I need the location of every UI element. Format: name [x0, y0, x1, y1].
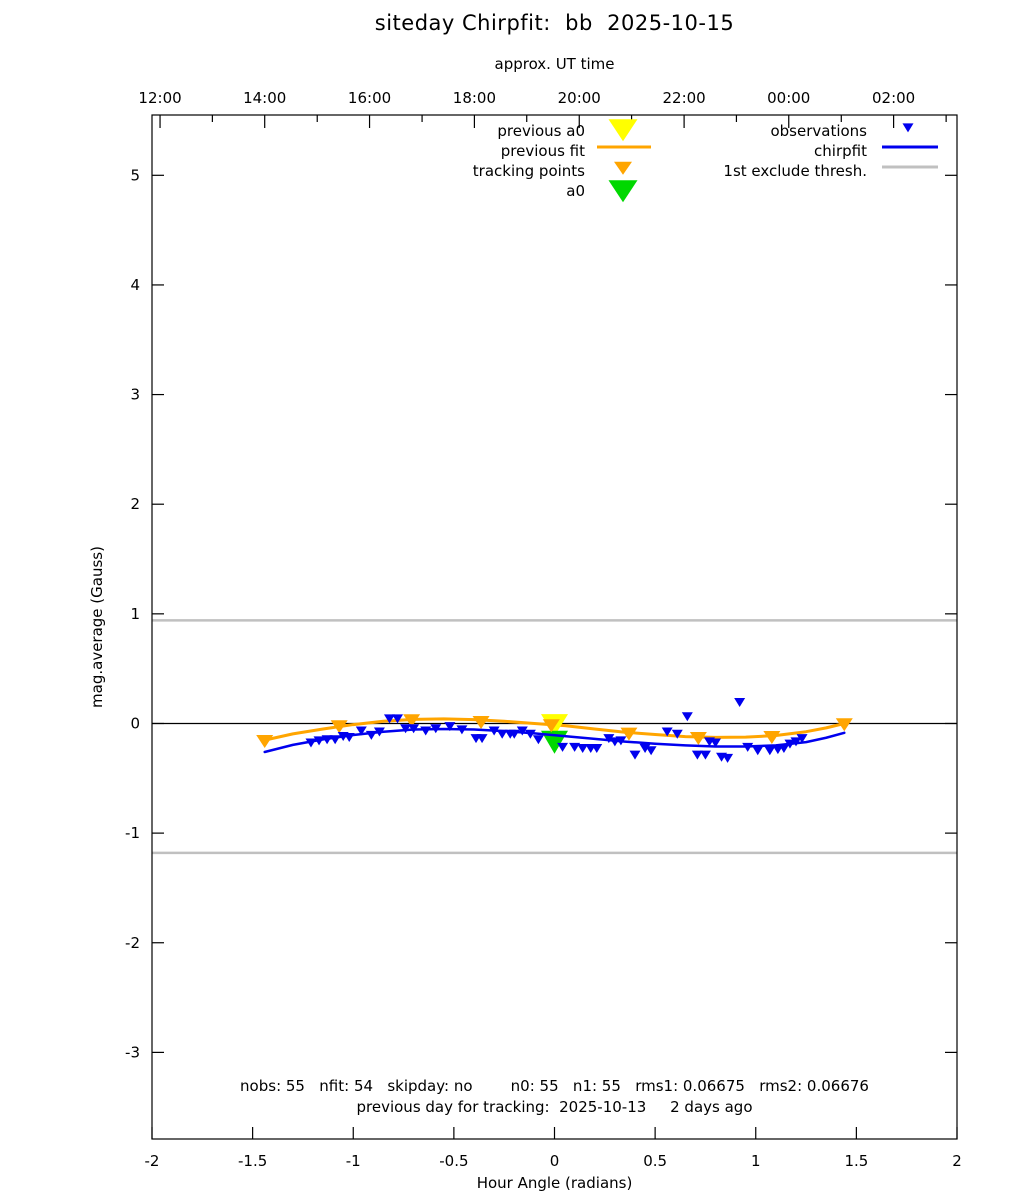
legend-triangle-big-swatch — [608, 180, 638, 203]
observation-marker — [400, 724, 412, 734]
observation-marker — [516, 726, 528, 736]
legend-label-chirpfit: chirpfit — [814, 142, 867, 160]
observation-marker — [722, 753, 734, 763]
observation-marker — [603, 734, 615, 744]
x-tick-label: 2 — [952, 1152, 962, 1170]
observation-marker — [591, 743, 603, 753]
observation-marker — [569, 742, 581, 752]
observation-marker — [778, 743, 790, 753]
x-tick-label: 0 — [550, 1152, 560, 1170]
x-axis-label: Hour Angle (radians) — [476, 1174, 633, 1192]
tracking-point-marker — [689, 731, 707, 745]
x-tick-label: -0.5 — [439, 1152, 468, 1170]
previous-fit-line — [263, 717, 846, 742]
time-tick-label: 00:00 — [767, 89, 810, 107]
x-tick-label: 0.5 — [643, 1152, 667, 1170]
observation-marker — [699, 750, 711, 760]
legend-label-tracking-points: tracking points — [472, 162, 585, 180]
observation-marker — [752, 746, 764, 756]
observation-marker — [661, 727, 673, 737]
tracking-point-marker — [403, 714, 421, 728]
y-tick-label: 5 — [130, 166, 140, 184]
observation-marker — [392, 714, 404, 724]
observation-marker — [577, 743, 589, 753]
legend-label-a0: a0 — [566, 182, 585, 200]
tracking-point-marker — [542, 719, 560, 733]
time-tick-label: 02:00 — [872, 89, 915, 107]
observation-marker — [476, 734, 488, 744]
plot-border — [151, 114, 958, 1140]
y-tick-label: 3 — [130, 386, 140, 404]
legend-label-previous-a0: previous a0 — [497, 122, 585, 140]
legend-triangle-small-swatch — [902, 123, 914, 133]
y-axis-label: mag.average (Gauss) — [88, 546, 106, 708]
y-tick-label: -3 — [125, 1043, 140, 1061]
tracking-point-marker — [330, 720, 348, 734]
stats-line-2: previous day for tracking: 2025-10-13 2 … — [356, 1098, 753, 1116]
chirpfit-line — [263, 727, 846, 754]
observation-marker — [383, 714, 395, 724]
time-tick-label: 22:00 — [662, 89, 705, 107]
legend-triangle-med-swatch — [614, 161, 632, 175]
observation-marker — [681, 712, 693, 722]
legend-triangle-big-swatch — [608, 119, 638, 142]
y-tick-label: -1 — [125, 824, 140, 842]
observation-marker — [629, 750, 641, 760]
x-tick-label: 1 — [751, 1152, 761, 1170]
x-tick-label: 1.5 — [844, 1152, 868, 1170]
legend-label-previous-fit: previous fit — [500, 142, 585, 160]
x-tick-label: -1 — [346, 1152, 361, 1170]
observation-marker — [796, 734, 808, 744]
time-tick-label: 16:00 — [348, 89, 391, 107]
observation-marker — [710, 738, 721, 748]
time-tick-label: 12:00 — [138, 89, 181, 107]
tracking-point-marker — [763, 730, 781, 744]
observation-marker — [691, 750, 703, 760]
legend-label-exclude-thresh: 1st exclude thresh. — [723, 162, 867, 180]
observation-marker — [355, 726, 367, 736]
time-tick-label: 18:00 — [453, 89, 496, 107]
observation-marker — [420, 726, 432, 736]
observation-marker — [671, 729, 683, 739]
observation-marker — [764, 746, 776, 756]
observation-marker — [645, 746, 657, 756]
legend-label-observations: observations — [770, 122, 867, 140]
y-tick-label: -2 — [125, 934, 140, 952]
time-tick-label: 20:00 — [558, 89, 601, 107]
tracking-point-marker — [256, 734, 274, 748]
tracking-point-marker — [835, 718, 853, 732]
tracking-point-marker — [620, 727, 638, 741]
chart-title: siteday Chirpfit: bb 2025-10-15 — [374, 11, 735, 35]
observation-marker — [557, 742, 569, 752]
tracking-point-marker — [472, 715, 490, 729]
y-tick-label: 0 — [130, 714, 140, 732]
observation-marker — [790, 737, 802, 747]
y-tick-label: 2 — [130, 495, 140, 513]
top-axis-label: approx. UT time — [494, 55, 615, 73]
x-tick-label: -2 — [145, 1152, 160, 1170]
observation-marker — [444, 722, 456, 732]
observation-marker — [734, 697, 746, 707]
y-tick-label: 1 — [130, 605, 140, 623]
time-tick-label: 14:00 — [243, 89, 286, 107]
y-tick-label: 4 — [130, 276, 140, 294]
stats-line-1: nobs: 55 nfit: 54 skipday: no n0: 55 n1:… — [240, 1077, 869, 1095]
x-tick-label: -1.5 — [238, 1152, 267, 1170]
observation-marker — [532, 735, 544, 745]
